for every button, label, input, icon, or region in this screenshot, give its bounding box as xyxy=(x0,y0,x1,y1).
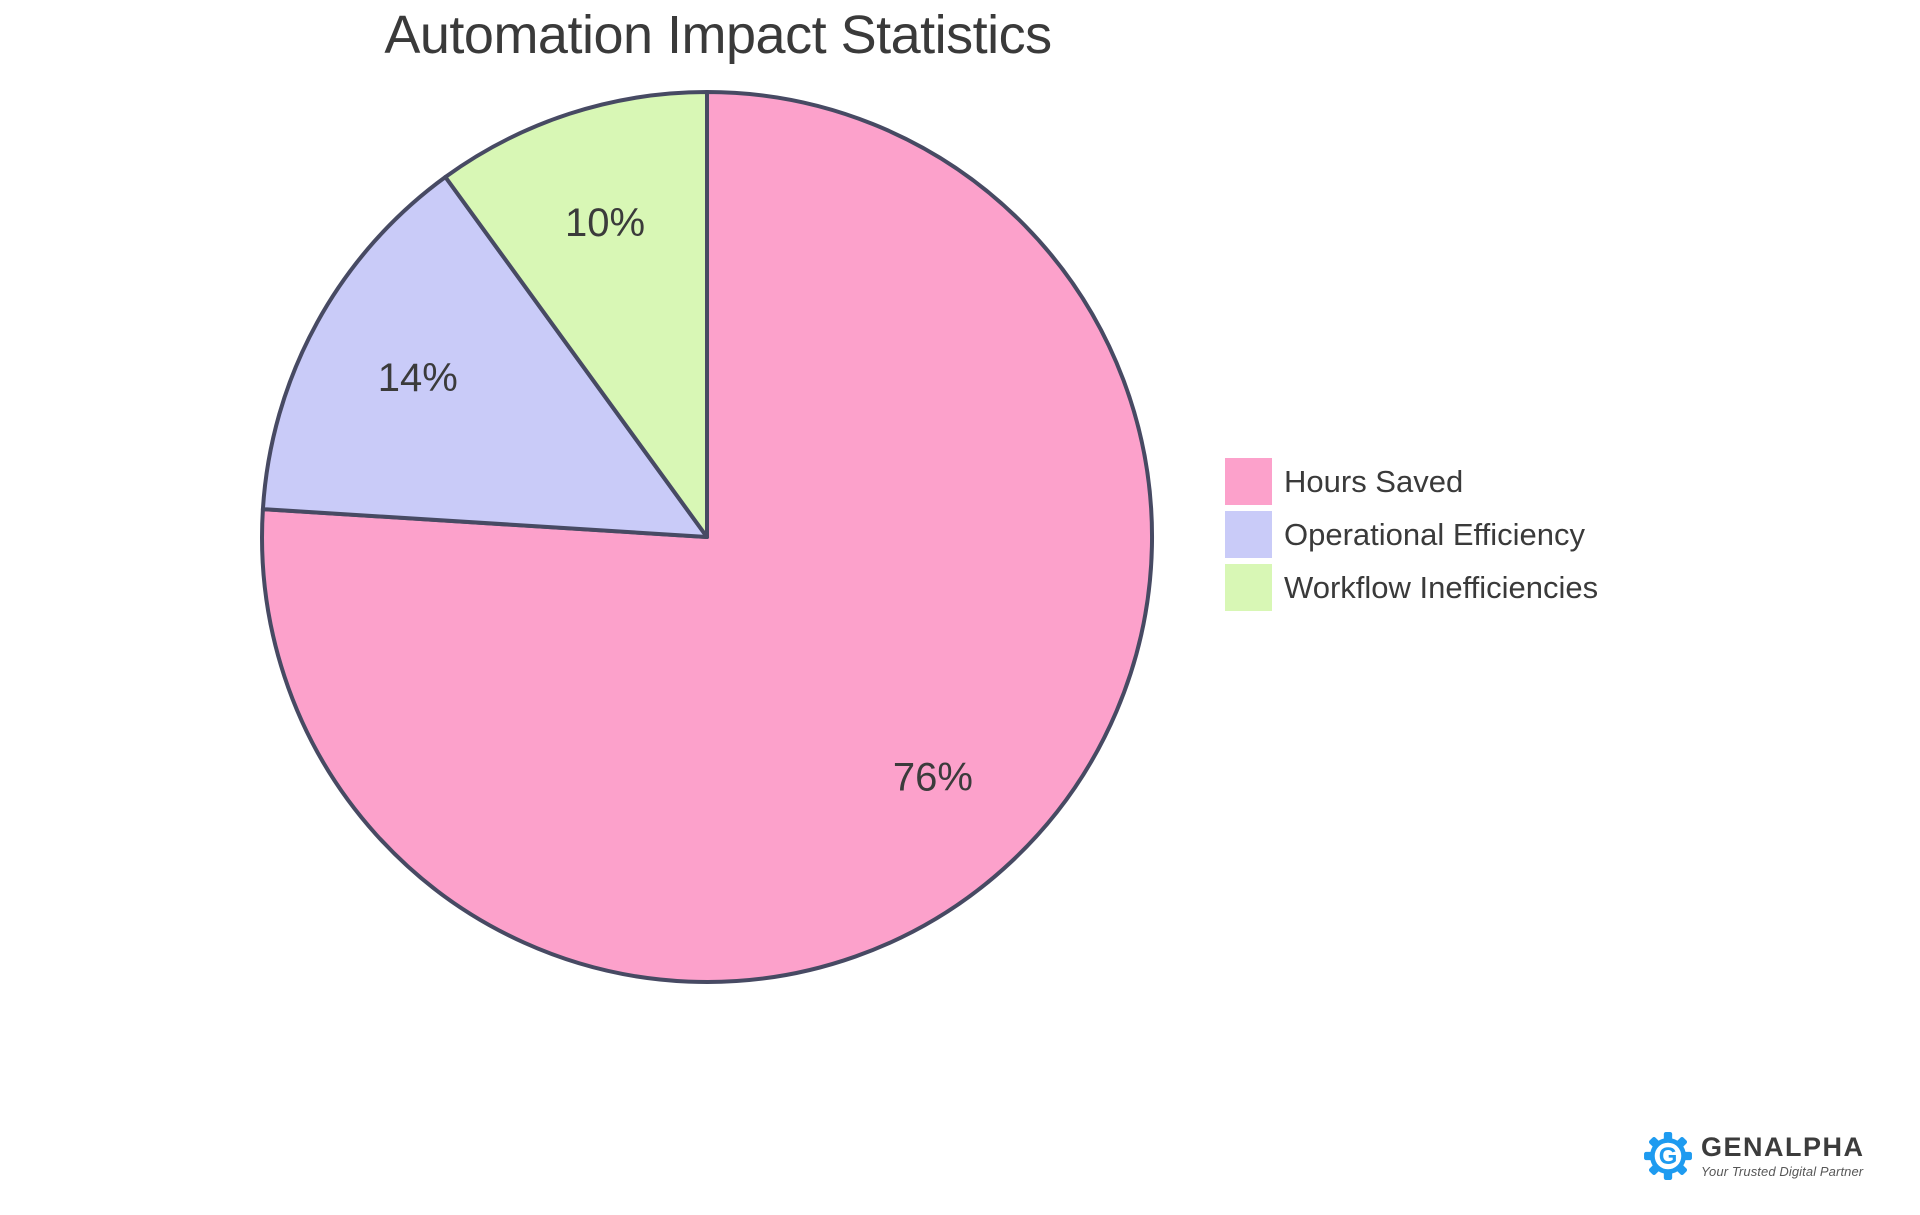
chart-title: Automation Impact Statistics xyxy=(384,5,1052,65)
legend-item: Workflow Inefficiencies xyxy=(1225,564,1598,611)
legend-label: Hours Saved xyxy=(1284,463,1464,499)
gear-icon: G xyxy=(1644,1132,1692,1180)
legend-item: Operational Efficiency xyxy=(1225,511,1598,558)
legend-label: Operational Efficiency xyxy=(1284,516,1585,552)
legend-swatch-workflow-inefficiencies xyxy=(1225,564,1272,611)
pie-chart: 76% 14% 10% xyxy=(260,90,1155,984)
legend: Hours Saved Operational Efficiency Workf… xyxy=(1225,458,1598,617)
svg-text:G: G xyxy=(1659,1143,1678,1170)
slice-label-0: 76% xyxy=(893,756,973,800)
legend-label: Workflow Inefficiencies xyxy=(1284,569,1599,605)
slice-label-1: 14% xyxy=(378,356,458,400)
brand-logo: G GENALPHA Your Trusted Digital Partner xyxy=(1643,1130,1865,1182)
slice-label-2: 10% xyxy=(565,201,645,245)
legend-swatch-hours-saved xyxy=(1225,458,1272,505)
brand-name: GENALPHA xyxy=(1701,1131,1865,1162)
brand-tagline: Your Trusted Digital Partner xyxy=(1701,1163,1864,1179)
legend-swatch-operational-efficiency xyxy=(1225,511,1272,558)
pie-slice-2 xyxy=(443,90,709,539)
brand-text-block: GENALPHA Your Trusted Digital Partner xyxy=(1701,1131,1865,1179)
legend-item: Hours Saved xyxy=(1225,458,1598,505)
pie-slice-1 xyxy=(260,175,709,539)
